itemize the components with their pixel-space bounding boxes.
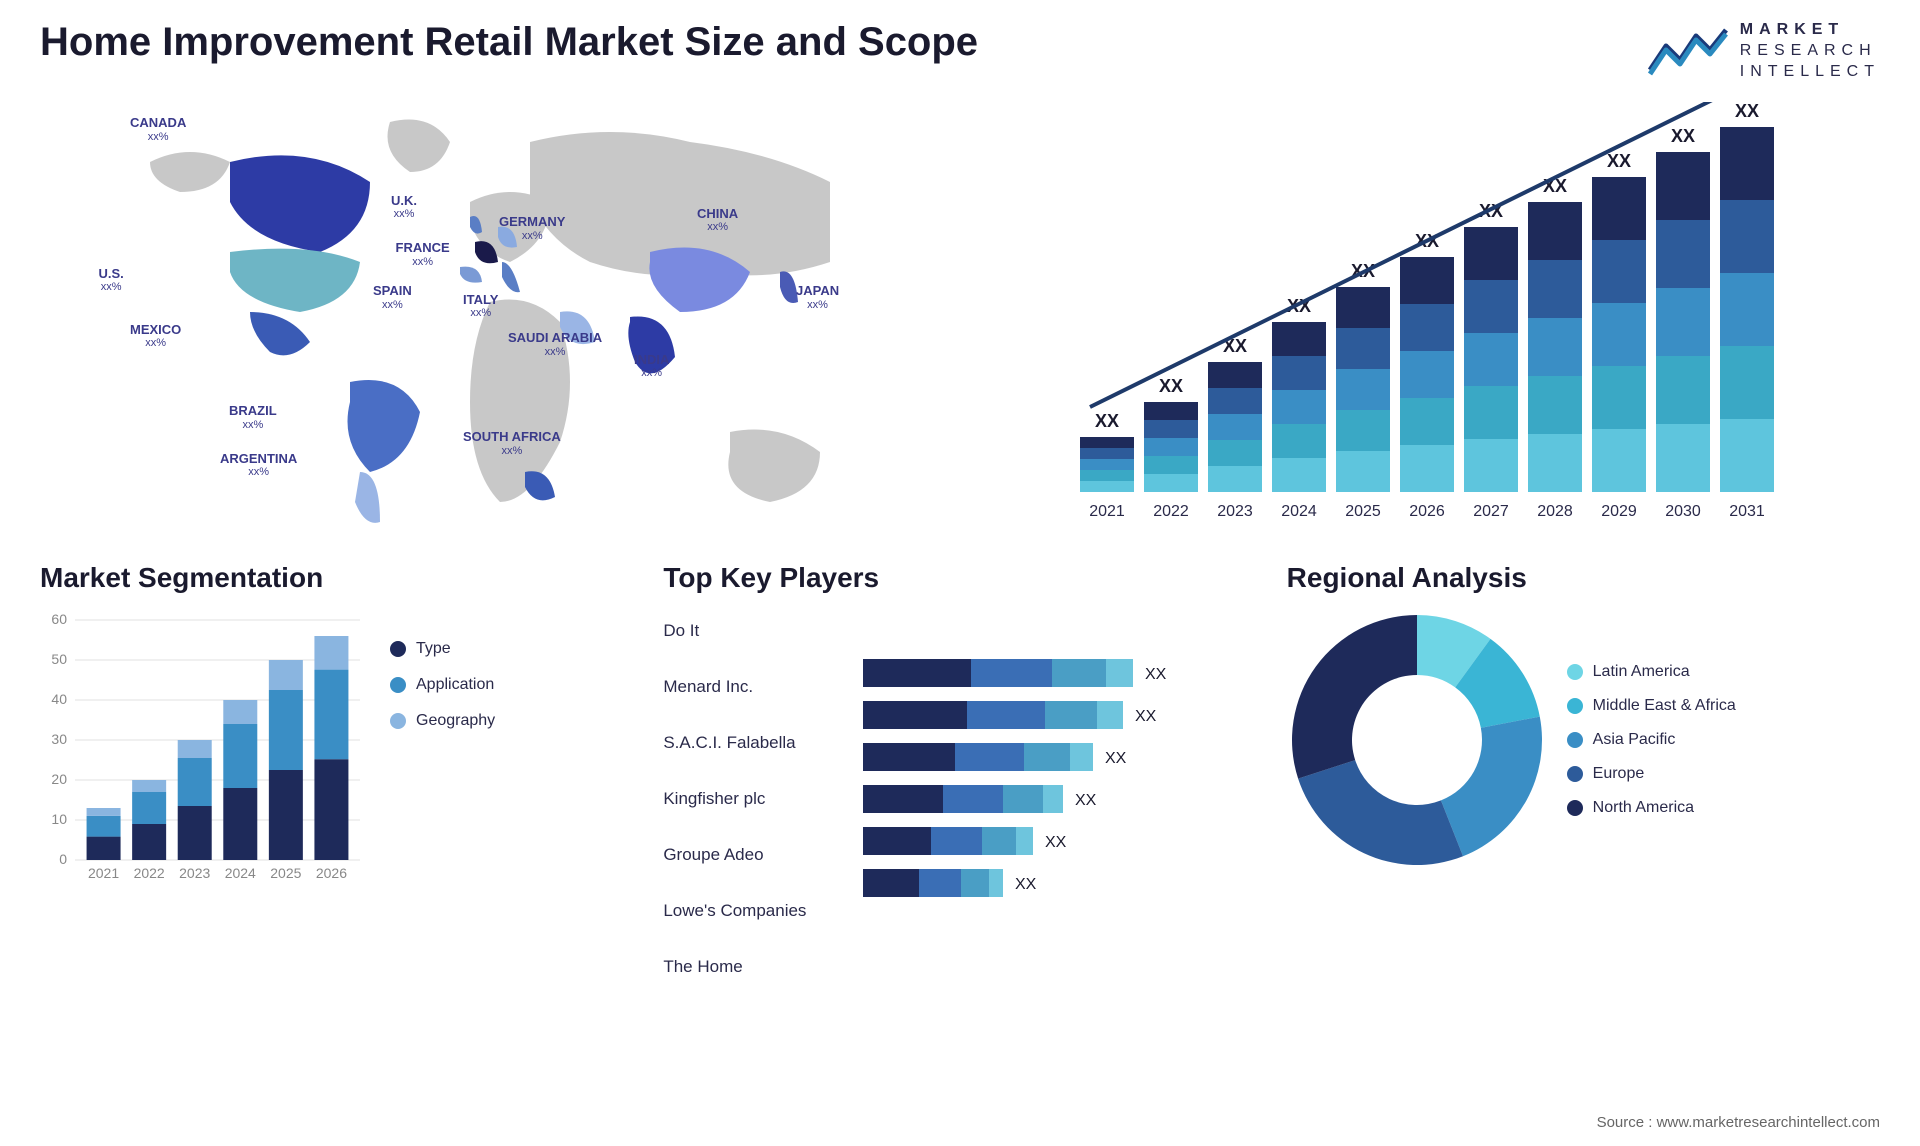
svg-text:20: 20 [51,771,67,787]
svg-text:2028: 2028 [1537,503,1573,520]
player-name: Menard Inc. [663,666,843,708]
svg-text:XX: XX [1607,151,1631,171]
legend-item: Europe [1567,765,1736,783]
logo-mark-icon [1648,26,1728,76]
svg-text:2024: 2024 [225,865,256,881]
svg-text:2023: 2023 [1217,503,1253,520]
svg-text:2023: 2023 [179,865,210,881]
world-map-panel: CANADAxx% U.S.xx% MEXICOxx% BRAZILxx% ARGENT… [40,102,940,532]
growth-chart-panel: XX2021XX2022XX2023XX2024XX2025XX2026XX20… [980,102,1880,532]
svg-text:XX: XX [1095,411,1119,431]
player-name: Kingfisher plc [663,778,843,820]
map-country-label: INDIAxx% [634,352,669,381]
svg-text:60: 60 [51,611,67,627]
svg-text:XX: XX [1735,102,1759,121]
map-country-label: U.S.xx% [99,266,124,295]
growth-bar-chart: XX2021XX2022XX2023XX2024XX2025XX2026XX20… [980,102,1880,532]
map-country-label: CANADAxx% [130,115,186,144]
svg-text:XX: XX [1075,793,1097,810]
map-country-label: U.K.xx% [391,193,417,222]
player-name: Lowe's Companies [663,890,843,932]
map-country-label: ITALYxx% [463,292,498,321]
logo-text-2: RESEARCH [1740,41,1880,62]
svg-text:XX: XX [1145,667,1167,684]
legend-item: Middle East & Africa [1567,697,1736,715]
logo-text-3: INTELLECT [1740,62,1880,83]
svg-text:XX: XX [1015,877,1037,894]
svg-text:2025: 2025 [1345,503,1381,520]
svg-text:30: 30 [51,731,67,747]
map-country-label: CHINAxx% [697,206,738,235]
svg-text:2030: 2030 [1665,503,1701,520]
svg-text:2022: 2022 [1153,503,1189,520]
svg-text:XX: XX [1135,709,1157,726]
segmentation-panel: Market Segmentation 0 10 20 30 40 50 60 2021 20… [40,562,633,988]
svg-text:2022: 2022 [134,865,165,881]
players-labels: Do It Menard Inc. S.A.C.I. Falabella Kingfi… [663,610,843,988]
player-name: The Home [663,946,843,988]
player-name: S.A.C.I. Falabella [663,722,843,764]
players-hbar-chart: XX XX XX XX XX XX [863,610,1256,910]
player-name: Do It [663,610,843,652]
legend-item: North America [1567,799,1736,817]
brand-logo: MARKET RESEARCH INTELLECT [1648,20,1880,82]
svg-text:2021: 2021 [1089,503,1125,520]
page-title: Home Improvement Retail Market Size and … [40,20,978,65]
regional-title: Regional Analysis [1287,562,1880,594]
legend-item: Geography [390,712,495,730]
map-country-label: BRAZILxx% [229,403,277,432]
players-title: Top Key Players [663,562,1256,594]
map-country-label: ARGENTINAxx% [220,451,297,480]
regional-panel: Regional Analysis Latin America Middle Ea… [1287,562,1880,988]
svg-text:XX: XX [1159,376,1183,396]
legend-item: Application [390,676,495,694]
players-panel: Top Key Players Do It Menard Inc. S.A.C.I.… [663,562,1256,988]
svg-text:40: 40 [51,691,67,707]
regional-legend: Latin America Middle East & Africa Asia Pa… [1567,663,1736,817]
svg-text:50: 50 [51,651,67,667]
map-country-label: SAUDI ARABIAxx% [508,330,602,359]
source-attribution: Source : www.marketresearchintellect.com [1597,1114,1880,1131]
legend-item: Asia Pacific [1567,731,1736,749]
svg-text:2026: 2026 [316,865,347,881]
svg-text:2024: 2024 [1281,503,1317,520]
svg-text:2031: 2031 [1729,503,1765,520]
svg-text:XX: XX [1045,835,1067,852]
legend-item: Latin America [1567,663,1736,681]
map-country-label: GERMANYxx% [499,214,565,243]
svg-text:XX: XX [1671,126,1695,146]
segmentation-legend: Type Application Geography [390,640,495,730]
regional-donut-chart [1287,610,1547,870]
svg-text:10: 10 [51,811,67,827]
map-country-label: MEXICOxx% [130,322,181,351]
svg-text:0: 0 [59,851,67,867]
svg-text:2027: 2027 [1473,503,1509,520]
legend-item: Type [390,640,495,658]
logo-text-1: MARKET [1740,20,1880,41]
svg-text:2025: 2025 [270,865,301,881]
map-country-label: FRANCExx% [396,240,450,269]
map-country-label: JAPANxx% [796,283,839,312]
svg-text:XX: XX [1105,751,1127,768]
svg-text:2026: 2026 [1409,503,1445,520]
svg-text:2021: 2021 [88,865,119,881]
map-country-label: SPAINxx% [373,283,412,312]
player-name: Groupe Adeo [663,834,843,876]
segmentation-title: Market Segmentation [40,562,633,594]
svg-text:2029: 2029 [1601,503,1637,520]
segmentation-bar-chart: 0 10 20 30 40 50 60 2021 2022 2023 2024 2025 2026 [40,610,370,890]
map-country-label: SOUTH AFRICAxx% [463,429,561,458]
